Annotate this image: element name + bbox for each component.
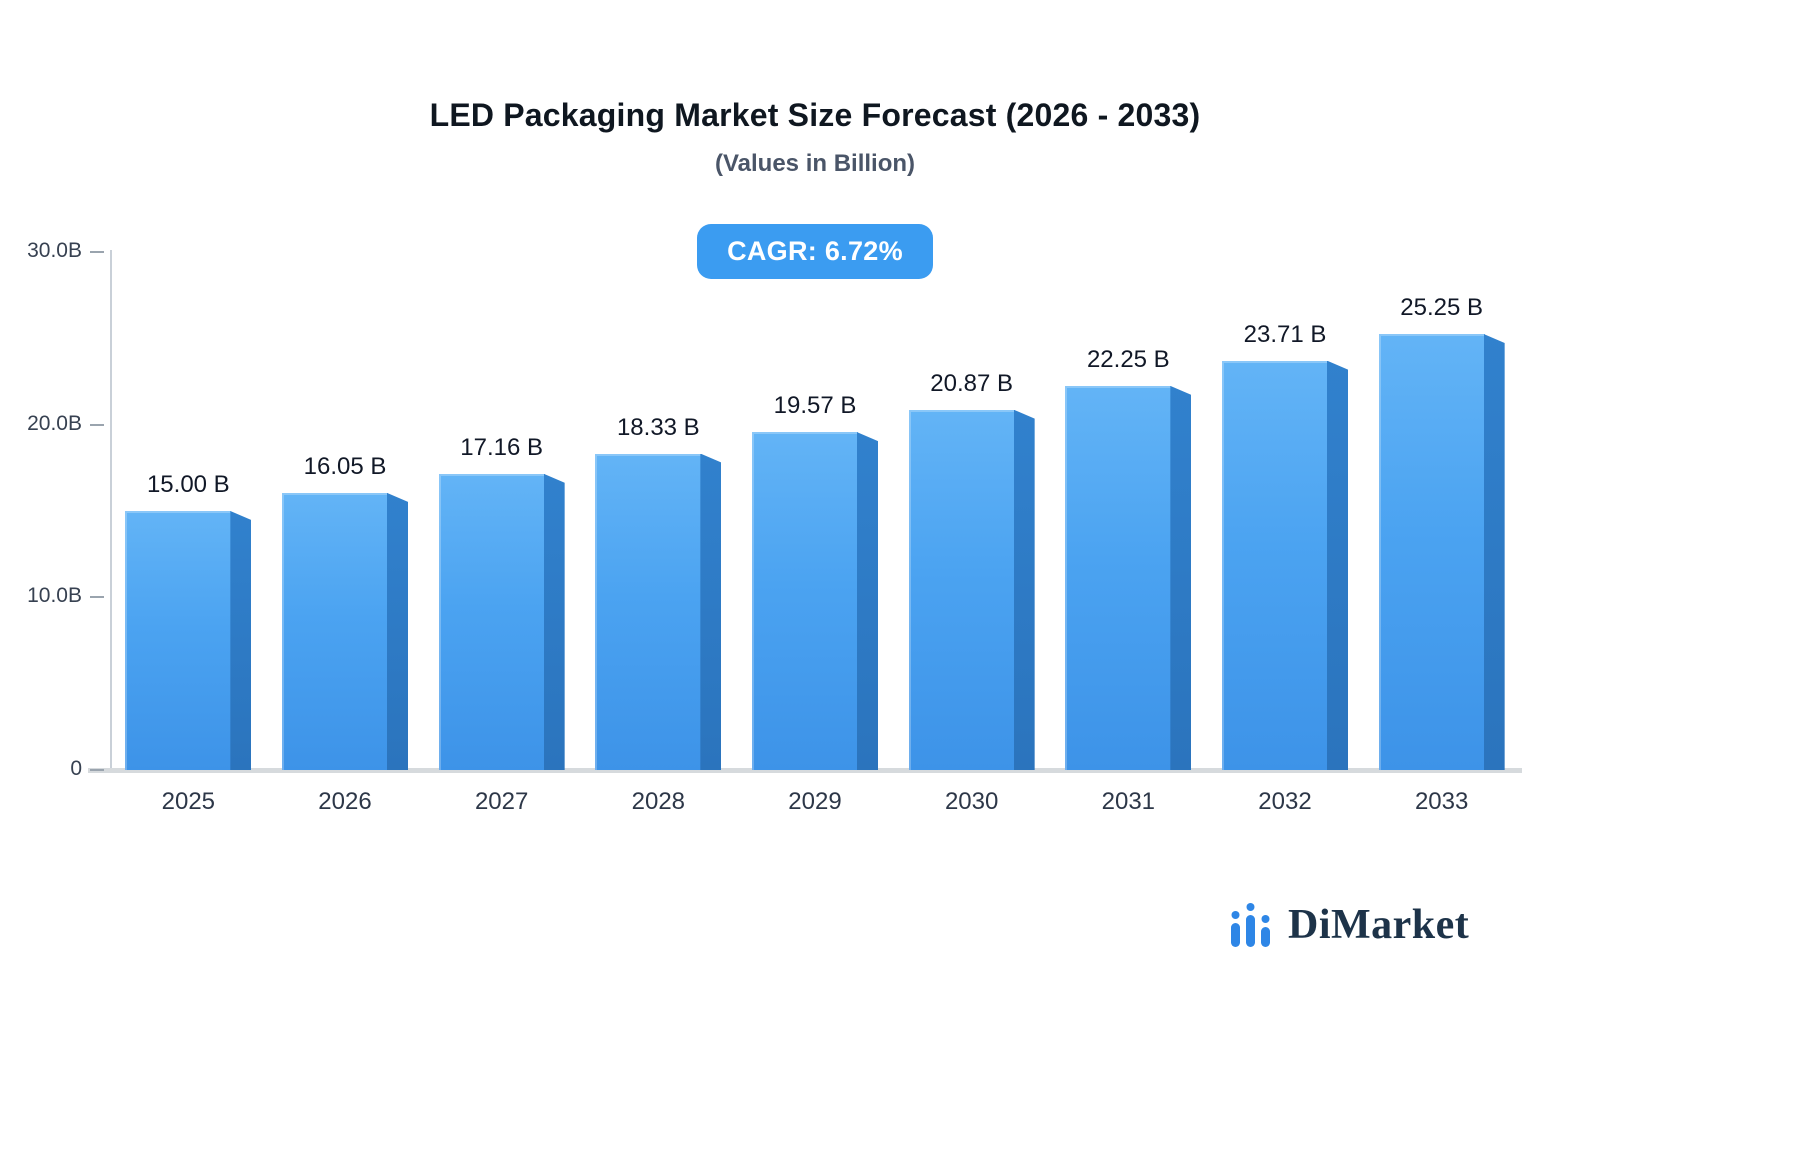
y-axis-tick-mark bbox=[90, 596, 104, 599]
x-axis-label: 2030 bbox=[944, 788, 999, 815]
bar bbox=[595, 453, 722, 770]
bar-value-label: 18.33 B bbox=[616, 413, 700, 441]
bar-value-label: 22.25 B bbox=[1086, 345, 1170, 373]
bar-side-face bbox=[700, 453, 722, 770]
x-axis-baseline bbox=[88, 768, 1522, 773]
y-axis-tick-label: 0 bbox=[70, 757, 82, 780]
bar-chart-icon bbox=[1228, 901, 1276, 949]
chart-subtitle: (Values in Billion) bbox=[714, 150, 916, 177]
bar-value-label: 15.00 B bbox=[146, 471, 230, 498]
bar bbox=[438, 473, 565, 770]
brand-logo: DiMarket bbox=[1228, 901, 1469, 949]
x-axis-label: 2025 bbox=[161, 788, 216, 815]
bar-value-label: 23.71 B bbox=[1243, 320, 1327, 348]
bar-front-face bbox=[908, 409, 1015, 770]
x-axis-label: 2027 bbox=[474, 788, 529, 815]
y-axis-tick-label: 20.0B bbox=[27, 411, 82, 435]
bar-front-face bbox=[1222, 360, 1328, 770]
bar bbox=[282, 492, 408, 770]
x-axis-label: 2026 bbox=[318, 788, 372, 815]
bar-side-face bbox=[230, 511, 252, 770]
bar-front-face bbox=[595, 453, 702, 770]
y-axis-tick-label: 10.0B bbox=[27, 584, 82, 608]
bar-front-face bbox=[125, 511, 232, 770]
chart-title: LED Packaging Market Size Forecast (2026… bbox=[429, 97, 1201, 133]
bar-value-label: 25.25 B bbox=[1400, 294, 1484, 322]
y-axis-tick-mark bbox=[90, 423, 104, 426]
x-axis-label: 2029 bbox=[788, 788, 842, 815]
bar bbox=[908, 409, 1035, 770]
cagr-badge-wrap: CAGR: 6.72% bbox=[0, 224, 1630, 279]
bar-value-label: 20.87 B bbox=[930, 369, 1014, 397]
y-axis-tick-label: 30.0B bbox=[27, 239, 82, 262]
y-axis-line bbox=[110, 250, 112, 772]
bar bbox=[1222, 360, 1348, 770]
x-axis-label: 2028 bbox=[631, 788, 686, 815]
cagr-badge: CAGR: 6.72% bbox=[697, 224, 933, 279]
bar-value-label: 19.57 B bbox=[773, 392, 857, 420]
bar-front-face bbox=[282, 492, 388, 770]
bar-front-face bbox=[1378, 334, 1485, 770]
bar-side-face bbox=[387, 492, 408, 770]
bar-value-label: 17.16 B bbox=[460, 433, 544, 461]
brand-name: DiMarket bbox=[1288, 902, 1470, 948]
bar-side-face bbox=[543, 473, 565, 770]
x-axis-label: 2033 bbox=[1414, 788, 1469, 815]
bar-side-face bbox=[1483, 334, 1505, 770]
y-axis-tick-mark bbox=[90, 251, 104, 253]
bar bbox=[1065, 385, 1192, 770]
bar-front-face bbox=[1065, 385, 1172, 770]
y-axis-tick-mark bbox=[90, 769, 104, 771]
x-axis-label: 2032 bbox=[1258, 788, 1312, 815]
bar-front-face bbox=[752, 432, 858, 770]
bar bbox=[1378, 334, 1505, 770]
bar-side-face bbox=[1013, 409, 1035, 770]
bar bbox=[125, 511, 252, 770]
bar-side-face bbox=[1327, 360, 1348, 770]
bar-front-face bbox=[438, 473, 545, 770]
x-axis-label: 2031 bbox=[1101, 788, 1156, 815]
bar-side-face bbox=[1170, 385, 1192, 770]
bar-side-face bbox=[857, 432, 878, 770]
bar-value-label: 16.05 B bbox=[303, 452, 387, 480]
bar bbox=[752, 432, 878, 770]
